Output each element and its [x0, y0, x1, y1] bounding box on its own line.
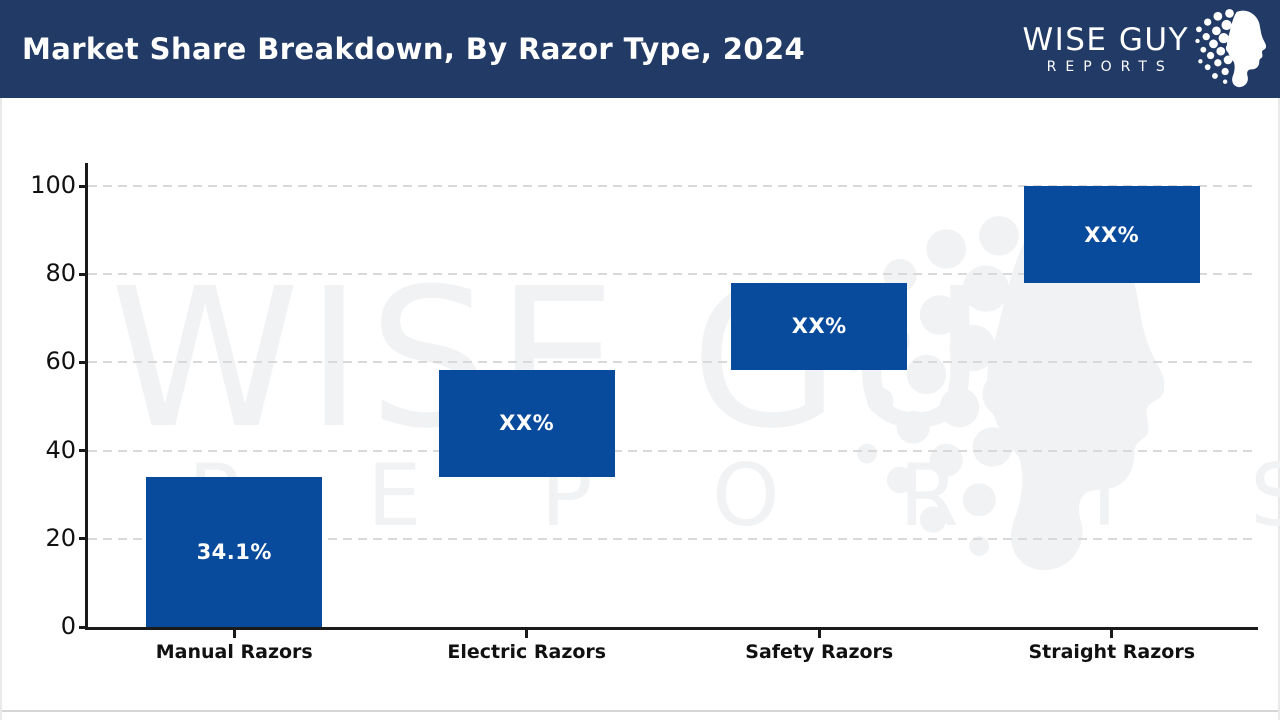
bar-value-label: XX% [791, 314, 847, 339]
logo-text: WISE GUY REPORTS [1022, 21, 1189, 75]
x-category-label: Straight Razors [1028, 641, 1196, 663]
gridlines-layer [2, 98, 1278, 720]
chart-area: WISE GUY R E P O R T S 0 20 40 60 80 100 34.1… [0, 98, 1280, 720]
y-tick-mark [79, 272, 88, 276]
y-tick-mark [79, 537, 88, 541]
chart-title: Market Share Breakdown, By Razor Type, 2… [22, 32, 806, 66]
x-tick-mark [1110, 630, 1114, 638]
x-category-label: Safety Razors [745, 641, 894, 663]
y-tick-label: 60 [45, 347, 76, 376]
logo-face-icon [1195, 9, 1266, 88]
x-tick-mark [525, 630, 529, 638]
y-tick-label: 80 [45, 259, 76, 288]
x-axis-labels-layer: Manual Razors Electric Razors Safety Razor… [2, 98, 1278, 720]
bar-value-label: XX% [499, 411, 555, 436]
x-category-label: Electric Razors [447, 641, 607, 663]
y-axis-ticks-layer: 0 20 40 60 80 100 [2, 98, 1278, 720]
y-tick-mark [79, 184, 88, 188]
header-bar: Market Share Breakdown, By Razor Type, 2… [0, 0, 1280, 98]
y-axis-line [85, 163, 88, 630]
bar-manual-razors: 34.1% [146, 476, 323, 627]
bars-layer: 34.1% XX% XX% XX% [2, 98, 1278, 720]
gridline-40 [88, 449, 1258, 452]
x-axis-line [85, 627, 1258, 630]
gridline-80 [88, 273, 1258, 276]
x-tick-mark [232, 630, 236, 638]
y-tick-mark [79, 625, 88, 629]
bottom-border [2, 710, 1278, 712]
y-tick-mark [79, 360, 88, 364]
bar-value-label: 34.1% [196, 539, 272, 564]
x-category-label: Manual Razors [155, 641, 313, 663]
bar-safety-razors: XX% [731, 283, 908, 370]
y-tick-label: 20 [45, 523, 76, 552]
logo-wordmark: WISE GUY [1022, 21, 1189, 58]
logo-subtitle: REPORTS [1046, 58, 1174, 75]
gridline-20 [88, 537, 1258, 540]
x-tick-mark [817, 630, 821, 638]
y-tick-mark [79, 449, 88, 453]
bar-straight-razors: XX% [1023, 186, 1200, 284]
bar-electric-razors: XX% [438, 369, 615, 477]
y-tick-label: 0 [60, 612, 76, 640]
gridline-100 [88, 185, 1258, 187]
bar-value-label: XX% [1084, 222, 1140, 247]
brand-logo: WISE GUY REPORTS [1022, 9, 1266, 89]
gridline-60 [88, 361, 1258, 364]
y-tick-label: 100 [30, 171, 76, 199]
y-tick-label: 40 [45, 435, 76, 464]
